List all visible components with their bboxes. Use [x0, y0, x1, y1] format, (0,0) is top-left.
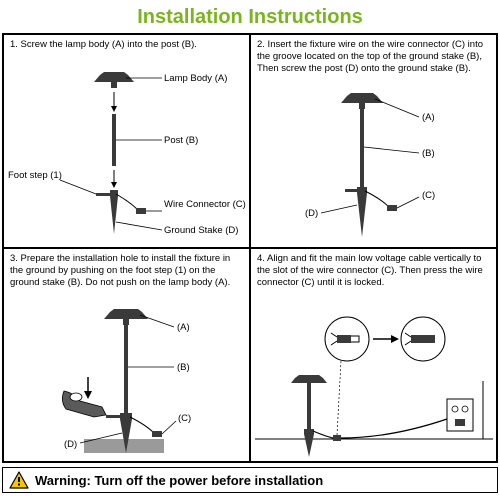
callout-2-d: (D) [305, 208, 318, 219]
callout-footstep: Foot step (1) [8, 170, 62, 181]
callout-2-c: (C) [422, 190, 435, 201]
panel-4-diagram [251, 301, 497, 461]
callout-2-b: (B) [422, 148, 435, 159]
panel-4-text: 4. Align and fit the main low voltage ca… [257, 253, 490, 289]
panel-1: 1. Screw the lamp body (A) into the post… [3, 34, 250, 248]
callout-3-c: (C) [178, 413, 191, 424]
panel-1-diagram: Lamp Body (A) Post (B) Foot step (1) Wir… [4, 62, 250, 247]
panel-3-text: 3. Prepare the installation hole to inst… [10, 253, 243, 289]
page-title: Installation Instructions [0, 0, 500, 33]
panel-2-text: 2. Insert the fixture wire on the wire c… [257, 39, 490, 75]
warning-text: Warning: Turn off the power before insta… [35, 473, 323, 488]
panel-1-text: 1. Screw the lamp body (A) into the post… [10, 39, 243, 51]
callout-post: Post (B) [164, 135, 198, 146]
callout-3-a: (A) [177, 322, 190, 333]
callout-lamp-body: Lamp Body (A) [164, 73, 227, 84]
callout-ground-stake: Ground Stake (D) [164, 225, 238, 236]
warning-triangle-icon [9, 471, 29, 489]
panel-2: 2. Insert the fixture wire on the wire c… [250, 34, 497, 248]
panel-4: 4. Align and fit the main low voltage ca… [250, 248, 497, 462]
callout-2-a: (A) [422, 112, 435, 123]
warning-bar: Warning: Turn off the power before insta… [2, 467, 498, 493]
instruction-grid: 1. Screw the lamp body (A) into the post… [2, 33, 498, 463]
panel-3-diagram: (A) (B) (C) (D) [4, 301, 250, 461]
panel-3: 3. Prepare the installation hole to inst… [3, 248, 250, 462]
callout-wire-connector: Wire Connector (C) [164, 199, 246, 210]
callout-3-d: (D) [64, 439, 77, 450]
panel-2-diagram: (A) (B) (C) (D) [251, 87, 497, 247]
callout-3-b: (B) [177, 362, 190, 373]
